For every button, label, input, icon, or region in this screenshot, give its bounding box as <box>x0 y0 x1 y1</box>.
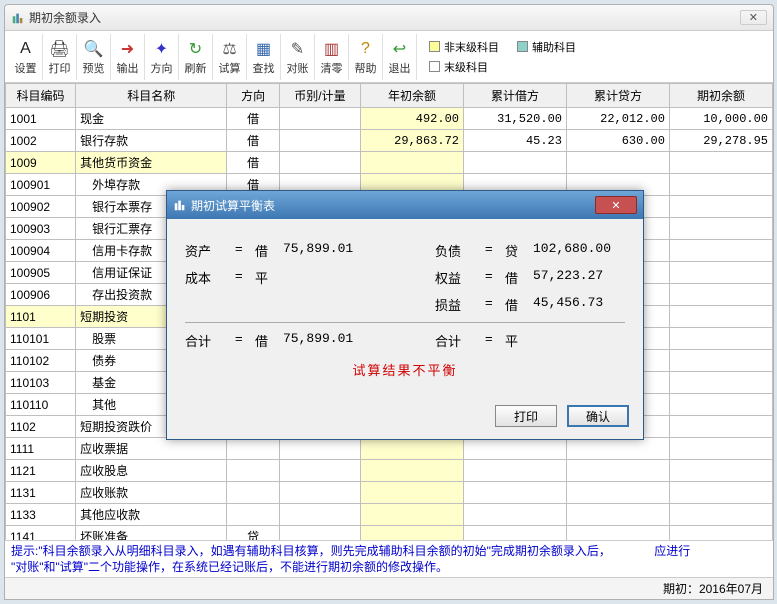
toolbar-刷新-button[interactable]: ↻刷新 <box>179 34 213 80</box>
hint-bar: 提示:"科目余额录入从明细科目录入，如遇有辅助科目核算，则先完成辅助科目余额的初… <box>5 540 773 577</box>
dialog-titlebar[interactable]: 期初试算平衡表 ✕ <box>167 191 643 219</box>
dialog-print-button[interactable]: 打印 <box>495 405 557 427</box>
statusbar: 期初： 2016年07月 <box>5 577 773 599</box>
legend-nonleaf-label: 非末级科目 <box>444 39 499 55</box>
column-header[interactable]: 科目编码 <box>6 84 76 108</box>
dialog-result: 试算结果不平衡 <box>185 360 625 379</box>
toolbar: A设置🖨打印🔍预览➜输出✦方向↻刷新⚖试算▦查找✎对账▥清零?帮助↩退出 非末级… <box>5 31 773 83</box>
legend-aux-swatch <box>517 41 528 52</box>
dialog-close-button[interactable]: ✕ <box>595 196 637 214</box>
titlebar: 期初余额录入 ✕ <box>5 5 773 31</box>
column-header[interactable]: 累计贷方 <box>566 84 669 108</box>
dialog-body: 资产=借75,899.01负债=贷102,680.00 成本=平权益=借57,22… <box>167 219 643 399</box>
toolbar-清零-button[interactable]: ▥清零 <box>315 34 349 80</box>
table-row[interactable]: 1111应收票据 <box>6 438 773 460</box>
toolbar-设置-button[interactable]: A设置 <box>9 34 43 80</box>
toolbar-试算-button[interactable]: ⚖试算 <box>213 34 247 80</box>
dialog-title: 期初试算平衡表 <box>191 197 595 214</box>
dialog-row: 损益=借45,456.73 <box>185 295 625 314</box>
dialog-row: 资产=借75,899.01负债=贷102,680.00 <box>185 241 625 260</box>
column-header[interactable]: 科目名称 <box>76 84 227 108</box>
dialog-total-row: 合计=借75,899.01合计=平 <box>185 331 625 350</box>
toolbar-打印-button[interactable]: 🖨打印 <box>43 34 77 80</box>
table-row[interactable]: 1002银行存款借29,863.7245.23630.0029,278.95 <box>6 130 773 152</box>
window-title: 期初余额录入 <box>29 9 740 26</box>
table-row[interactable]: 1121应收股息 <box>6 460 773 482</box>
legend-leaf-label: 末级科目 <box>444 59 488 75</box>
dialog-ok-button[interactable]: 确认 <box>567 405 629 427</box>
toolbar-输出-button[interactable]: ➜输出 <box>111 34 145 80</box>
table-row[interactable]: 1131应收账款 <box>6 482 773 504</box>
table-row[interactable]: 1133其他应收款 <box>6 504 773 526</box>
app-icon <box>11 11 25 25</box>
dialog-row: 成本=平权益=借57,223.27 <box>185 268 625 287</box>
toolbar-对账-button[interactable]: ✎对账 <box>281 34 315 80</box>
toolbar-预览-button[interactable]: 🔍预览 <box>77 34 111 80</box>
trial-balance-dialog: 期初试算平衡表 ✕ 资产=借75,899.01负债=贷102,680.00 成本=… <box>166 190 644 440</box>
table-row[interactable]: 1009其他货币资金借 <box>6 152 773 174</box>
dialog-icon <box>173 198 187 212</box>
status-label: 期初： <box>663 580 699 597</box>
column-header[interactable]: 期初余额 <box>669 84 772 108</box>
table-row[interactable]: 1141坏账准备贷 <box>6 526 773 541</box>
toolbar-查找-button[interactable]: ▦查找 <box>247 34 281 80</box>
column-header[interactable]: 累计借方 <box>463 84 566 108</box>
legend-aux-label: 辅助科目 <box>532 39 576 55</box>
legend-leaf-swatch <box>429 61 440 72</box>
toolbar-退出-button[interactable]: ↩退出 <box>383 34 417 80</box>
column-header[interactable]: 年初余额 <box>361 84 464 108</box>
toolbar-帮助-button[interactable]: ?帮助 <box>349 34 383 80</box>
legend: 非末级科目 辅助科目 末级科目 <box>429 39 576 75</box>
column-header[interactable]: 币别/计量 <box>279 84 360 108</box>
status-value: 2016年07月 <box>699 580 763 597</box>
legend-nonleaf-swatch <box>429 41 440 52</box>
toolbar-方向-button[interactable]: ✦方向 <box>145 34 179 80</box>
table-row[interactable]: 1001现金借492.0031,520.0022,012.0010,000.00 <box>6 108 773 130</box>
window-close-button[interactable]: ✕ <box>740 10 767 25</box>
column-header[interactable]: 方向 <box>227 84 280 108</box>
